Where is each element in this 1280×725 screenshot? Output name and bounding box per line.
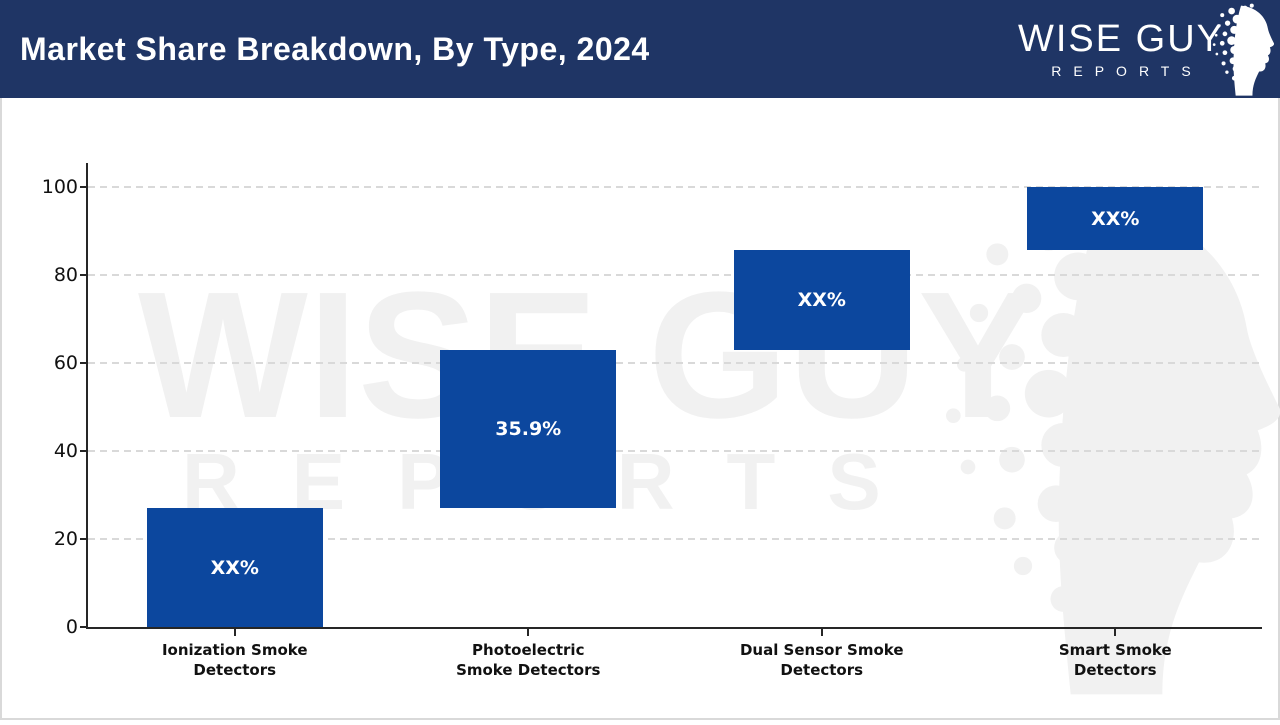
gridline-20 <box>88 538 1262 540</box>
x-category-label-3: Smart Smoke Detectors <box>1058 641 1172 679</box>
y-axis-spine <box>86 163 88 629</box>
gridline-40 <box>88 450 1262 452</box>
x-tickmark-3 <box>1114 629 1117 636</box>
brand-logo-text: WISE GUY REPORTS <box>1018 18 1224 79</box>
bar-value-label-0: XX% <box>210 556 259 579</box>
brand-subname: REPORTS <box>1051 62 1203 79</box>
brand-name: WISE GUY <box>1017 17 1224 60</box>
x-category-label-0: Ionization Smoke Detectors <box>161 641 308 679</box>
gridline-80 <box>88 274 1262 276</box>
bar-2: XX% <box>733 250 910 351</box>
bar-1: 35.9% <box>440 350 617 509</box>
y-tick-label-60: 60 <box>53 352 78 374</box>
x-axis-spine <box>86 627 1262 629</box>
bar-3: XX% <box>1027 187 1204 251</box>
y-tick-label-20: 20 <box>53 528 78 550</box>
bar-value-label-1: 35.9% <box>495 418 562 441</box>
x-tickmark-1 <box>527 629 530 636</box>
bar-0: XX% <box>146 508 323 627</box>
x-category-label-2: Dual Sensor Smoke Detectors <box>739 641 904 679</box>
header-banner: Market Share Breakdown, By Type, 2024 WI… <box>0 0 1280 98</box>
y-tickmark-80 <box>80 274 88 276</box>
y-tick-label-0: 0 <box>65 616 78 638</box>
y-tickmark-20 <box>80 538 88 540</box>
y-tickmark-60 <box>80 362 88 364</box>
y-tick-label-80: 80 <box>53 264 78 286</box>
bar-value-label-3: XX% <box>1091 207 1140 230</box>
x-category-label-1: Photoelectric Smoke Detectors <box>456 641 601 679</box>
y-tickmark-40 <box>80 450 88 452</box>
bar-value-label-2: XX% <box>797 289 846 312</box>
x-tickmark-0 <box>233 629 236 636</box>
dotted-head-icon <box>1212 3 1275 96</box>
y-tickmark-100 <box>80 186 88 188</box>
brand-logo: WISE GUY REPORTS <box>1018 3 1278 98</box>
y-tickmark-0 <box>80 626 88 628</box>
y-tick-label-100: 100 <box>41 176 78 198</box>
y-tick-label-40: 40 <box>53 440 78 462</box>
x-tickmark-2 <box>820 629 823 636</box>
page-title: Market Share Breakdown, By Type, 2024 <box>20 30 650 67</box>
gridline-100 <box>88 186 1262 188</box>
gridline-60 <box>88 362 1262 364</box>
